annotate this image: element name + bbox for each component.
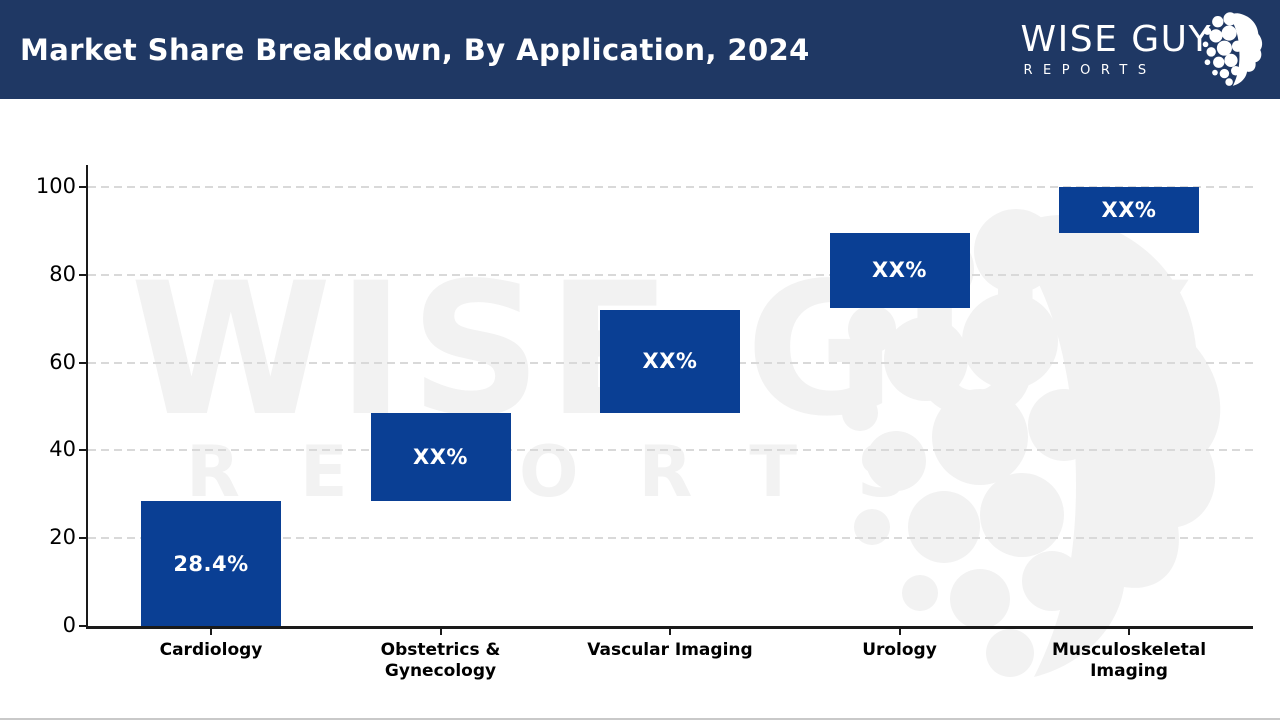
x-tick (898, 629, 901, 635)
bar-musculoskeletal-imaging: XX% (1059, 187, 1199, 234)
bar-value-label: XX% (642, 349, 698, 374)
brand-name: WISE GUY (1020, 18, 1212, 60)
x-category-label: Vascular Imaging (587, 640, 753, 660)
bar-urology: XX% (829, 233, 970, 308)
y-tick (79, 537, 86, 540)
bar-obstetrics-gynecology: XX% (370, 413, 511, 502)
y-tick (79, 186, 86, 188)
y-gridline (88, 449, 1253, 452)
y-gridline (88, 186, 1253, 188)
y-tick-label: 80 (49, 261, 76, 286)
y-tick-label: 40 (49, 437, 76, 462)
bar-value-label: XX% (1101, 198, 1157, 223)
x-axis (86, 626, 1253, 629)
y-gridline (88, 273, 1253, 276)
y-tick (79, 449, 86, 452)
x-category-label: Cardiology (159, 640, 263, 660)
bar-value-label: XX% (872, 258, 927, 283)
y-gridline (88, 537, 1253, 540)
y-tick-label: 0 (62, 613, 76, 637)
y-tick-label: 100 (35, 174, 76, 198)
watermark-text: REPORTS (186, 431, 968, 513)
bar-value-label: XX% (413, 445, 468, 470)
chart-area: WISE GUY REPORTS 02040608010028.4%Cardio… (0, 99, 1280, 720)
header-bar: Market Share Breakdown, By Application, … (0, 0, 1280, 99)
page-title: Market Share Breakdown, By Application, … (20, 32, 810, 67)
bar-cardiology: 28.4% (141, 501, 281, 626)
x-tick (439, 629, 442, 635)
brand-subname: REPORTS (1023, 62, 1157, 78)
x-tick (669, 629, 671, 635)
x-category-label: Urology (862, 640, 937, 660)
brand-logo-text: WISE GUY REPORTS (1020, 18, 1213, 78)
y-tick (79, 273, 86, 276)
x-tick (210, 629, 212, 635)
x-category-label: Musculoskeletal Imaging (1051, 640, 1207, 682)
y-tick (79, 625, 86, 627)
x-tick (1128, 629, 1130, 635)
dotted-face-profile-icon (1202, 11, 1263, 86)
y-tick-label: 60 (49, 349, 76, 374)
bar-vascular-imaging: XX% (600, 309, 740, 414)
y-tick (79, 361, 86, 364)
x-category-label: Obstetrics & Gynecology (380, 640, 501, 682)
y-axis (86, 165, 88, 629)
brand-logo: WISE GUY REPORTS (1021, 10, 1280, 90)
bar-value-label: 28.4% (173, 551, 249, 576)
y-tick-label: 20 (49, 525, 76, 550)
bottom-border-line (0, 718, 1280, 720)
